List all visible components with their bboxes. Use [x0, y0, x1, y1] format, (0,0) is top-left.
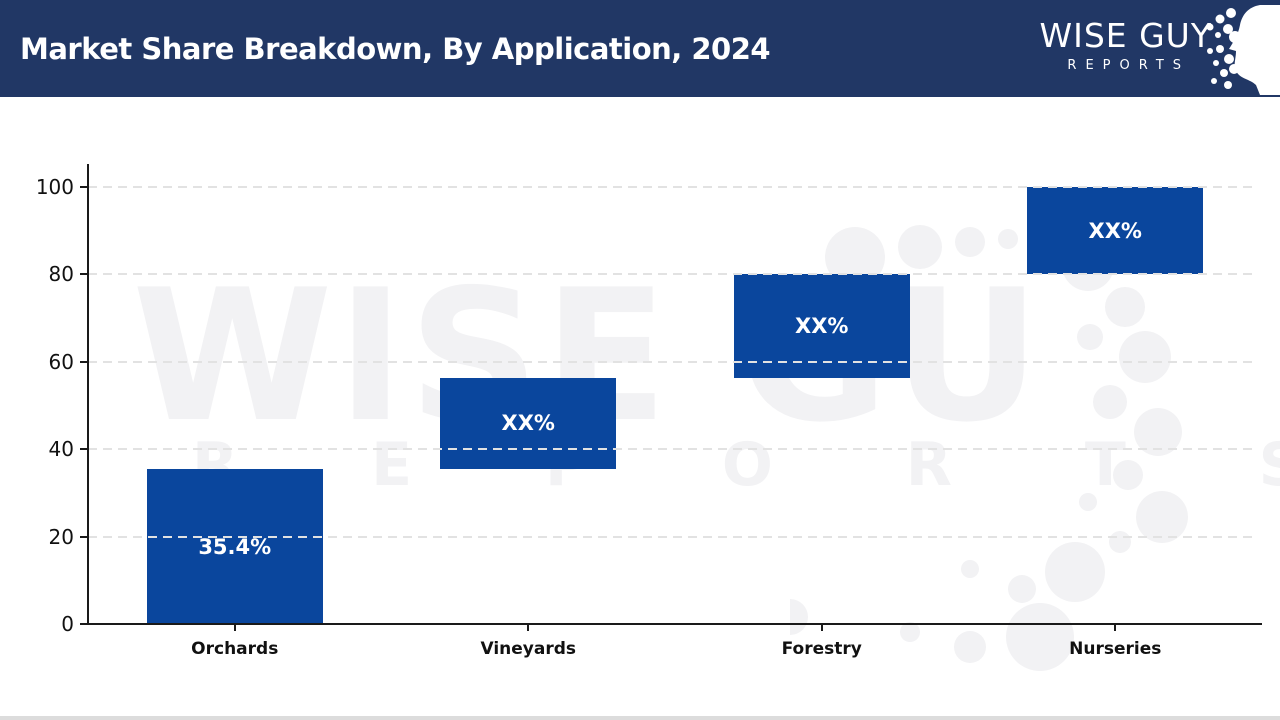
gridline-40: [88, 448, 1253, 451]
y-axis-tick-label: 80: [48, 262, 74, 287]
bar-nurseries: [1027, 187, 1204, 275]
bar-value-label: 35.4%: [198, 534, 272, 559]
bar-value-label: XX%: [795, 313, 849, 338]
chart-area: WISE GU R E P O R T S 35.4% Orchards XX% Vi…: [0, 97, 1280, 716]
bar-orchards: [146, 469, 323, 624]
watermark-reports: R E P O R T S: [192, 430, 1280, 500]
gridline-100: [88, 186, 1253, 188]
x-axis-label-orchards: Orchards: [191, 639, 279, 659]
x-tick-mark: [233, 625, 236, 631]
gridline-60: [88, 360, 1253, 363]
y-tick-mark: [80, 273, 88, 276]
x-axis-line: [87, 623, 1262, 625]
y-tick-mark: [80, 535, 88, 538]
bar-forestry: [733, 274, 910, 378]
y-tick-mark: [80, 360, 88, 363]
header-bar: Market Share Breakdown, By Application, …: [0, 0, 1280, 97]
bottom-border: [0, 716, 1280, 720]
bar-value-label: XX%: [501, 411, 555, 436]
bar-value-label: XX%: [1088, 218, 1142, 243]
y-axis-tick-label: 60: [48, 349, 74, 374]
gridline-80: [88, 273, 1253, 276]
x-axis-label-nurseries: Nurseries: [1069, 639, 1162, 659]
watermark-head-dots: [790, 225, 1188, 671]
y-tick-mark: [80, 186, 88, 188]
x-tick-mark: [820, 625, 823, 631]
logo-head-dots-icon: [1206, 5, 1280, 95]
page-title: Market Share Breakdown, By Application, …: [20, 31, 771, 66]
bar-vineyards: [440, 377, 617, 470]
y-tick-mark: [80, 623, 88, 625]
x-axis-label-vineyards: Vineyards: [480, 639, 577, 659]
y-axis-tick-label: 20: [48, 524, 74, 549]
wise-guy-reports-logo: WISE GUY REPORTS: [1020, 0, 1280, 97]
y-axis-tick-label: 100: [35, 175, 74, 199]
y-tick-mark: [80, 448, 88, 451]
x-tick-mark: [1114, 625, 1117, 631]
y-axis-line: [87, 164, 89, 625]
gridline-20: [88, 535, 1253, 538]
y-axis-tick-label: 0: [61, 612, 74, 636]
logo-subtitle: REPORTS: [1067, 58, 1191, 73]
logo-wordmark: WISE GUY: [1039, 16, 1212, 55]
logo-text: WISE GUY REPORTS: [1039, 16, 1212, 73]
x-axis-label-forestry: Forestry: [781, 639, 862, 659]
y-axis-tick-label: 40: [48, 437, 74, 462]
x-tick-mark: [527, 625, 530, 631]
